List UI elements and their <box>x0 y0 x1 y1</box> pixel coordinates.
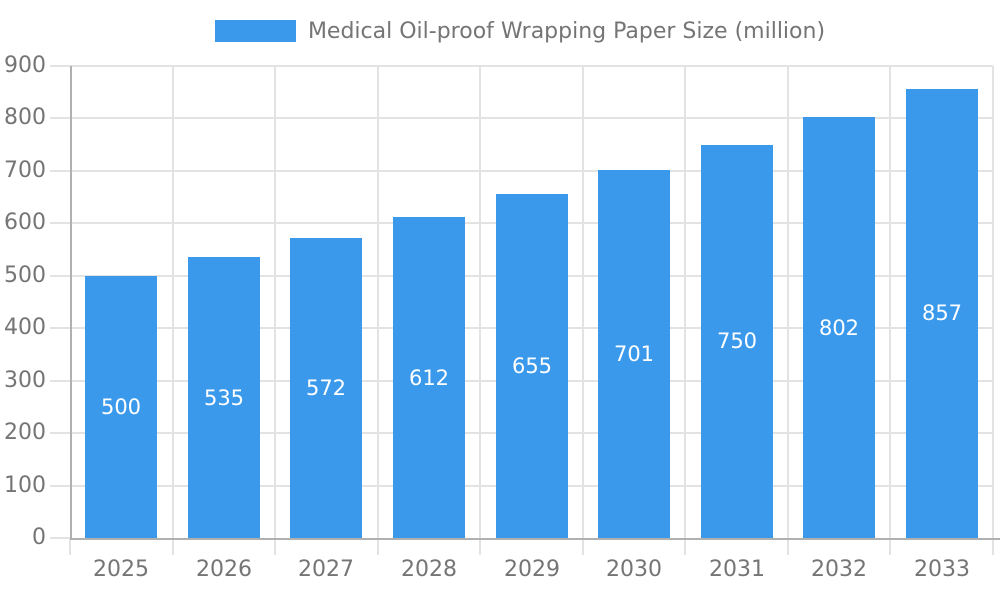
x-tick-label: 2027 <box>298 557 354 582</box>
x-tick-label: 2032 <box>811 557 867 582</box>
x-axis-tick <box>69 538 71 555</box>
bar[interactable]: 857 <box>906 88 978 538</box>
bar[interactable]: 572 <box>290 238 362 538</box>
x-tick-label: 2031 <box>709 557 765 582</box>
x-axis-tick <box>274 538 277 555</box>
gridline-horizontal <box>70 169 993 172</box>
chart-legend[interactable]: Medical Oil-proof Wrapping Paper Size (m… <box>0 17 1000 45</box>
y-tick-label: 500 <box>4 262 46 288</box>
x-tick-label: 2025 <box>93 557 149 582</box>
bar-value-label: 535 <box>203 385 245 410</box>
bar[interactable]: 701 <box>598 170 670 538</box>
bar-value-label: 612 <box>408 365 450 390</box>
bar[interactable]: 612 <box>393 217 465 538</box>
y-tick-label: 700 <box>4 157 46 183</box>
x-tick-label: 2026 <box>196 557 252 582</box>
gridline-vertical <box>171 66 174 538</box>
y-tick-label: 0 <box>32 525 46 550</box>
bar-value-label: 572 <box>305 376 347 400</box>
y-tick-label: 300 <box>4 367 46 393</box>
bar-value-label: 802 <box>818 315 860 340</box>
gridline-vertical <box>581 66 584 538</box>
y-tick-label: 800 <box>4 105 46 131</box>
y-axis-tick <box>50 327 70 330</box>
y-axis-tick <box>50 484 70 487</box>
x-tick-label: 2028 <box>401 557 457 582</box>
y-axis-tick <box>50 169 70 172</box>
bar[interactable]: 802 <box>803 117 875 538</box>
x-tick-label: 2033 <box>914 557 970 582</box>
gridline-vertical <box>786 66 789 538</box>
gridline-vertical <box>479 66 482 538</box>
x-axis-tick <box>479 538 482 555</box>
y-axis-tick <box>50 432 70 435</box>
bar-value-label: 655 <box>511 354 553 379</box>
y-tick-label: 400 <box>4 315 46 341</box>
x-axis-tick <box>684 538 687 555</box>
legend-label: Medical Oil-proof Wrapping Paper Size (m… <box>307 18 826 44</box>
legend-swatch-icon <box>214 20 296 42</box>
x-axis-line <box>70 538 1000 540</box>
y-axis-tick <box>50 537 70 539</box>
gridline-vertical <box>376 66 379 538</box>
gridline-horizontal <box>70 65 993 67</box>
bar[interactable]: 535 <box>188 257 260 538</box>
x-axis-tick <box>376 538 379 555</box>
bar-value-label: 857 <box>921 301 963 326</box>
y-tick-label: 100 <box>4 472 46 498</box>
y-axis-tick <box>50 222 70 225</box>
y-axis-tick <box>50 274 70 277</box>
y-axis-tick <box>50 117 70 120</box>
bar[interactable]: 655 <box>496 194 568 538</box>
y-tick-label: 200 <box>4 420 46 446</box>
x-axis-tick <box>992 538 994 555</box>
x-axis-tick <box>171 538 174 555</box>
x-axis-tick <box>581 538 584 555</box>
bar-value-label: 500 <box>100 394 142 419</box>
gridline-vertical <box>274 66 277 538</box>
bar[interactable]: 500 <box>85 275 157 538</box>
gridline-horizontal <box>70 117 993 120</box>
y-axis-tick <box>50 379 70 382</box>
y-axis-tick <box>50 65 70 67</box>
x-axis-tick <box>786 538 789 555</box>
x-tick-label: 2029 <box>504 557 560 582</box>
bar-value-label: 701 <box>613 342 655 367</box>
gridline-vertical <box>684 66 687 538</box>
y-tick-label: 600 <box>4 210 46 236</box>
y-axis-line <box>70 66 72 538</box>
bar[interactable]: 750 <box>701 144 773 538</box>
gridline-vertical <box>992 66 994 538</box>
x-tick-label: 2030 <box>606 557 662 582</box>
x-axis-tick <box>889 538 892 555</box>
y-tick-label: 900 <box>4 53 46 78</box>
bar-value-label: 750 <box>716 329 758 354</box>
gridline-vertical <box>889 66 892 538</box>
